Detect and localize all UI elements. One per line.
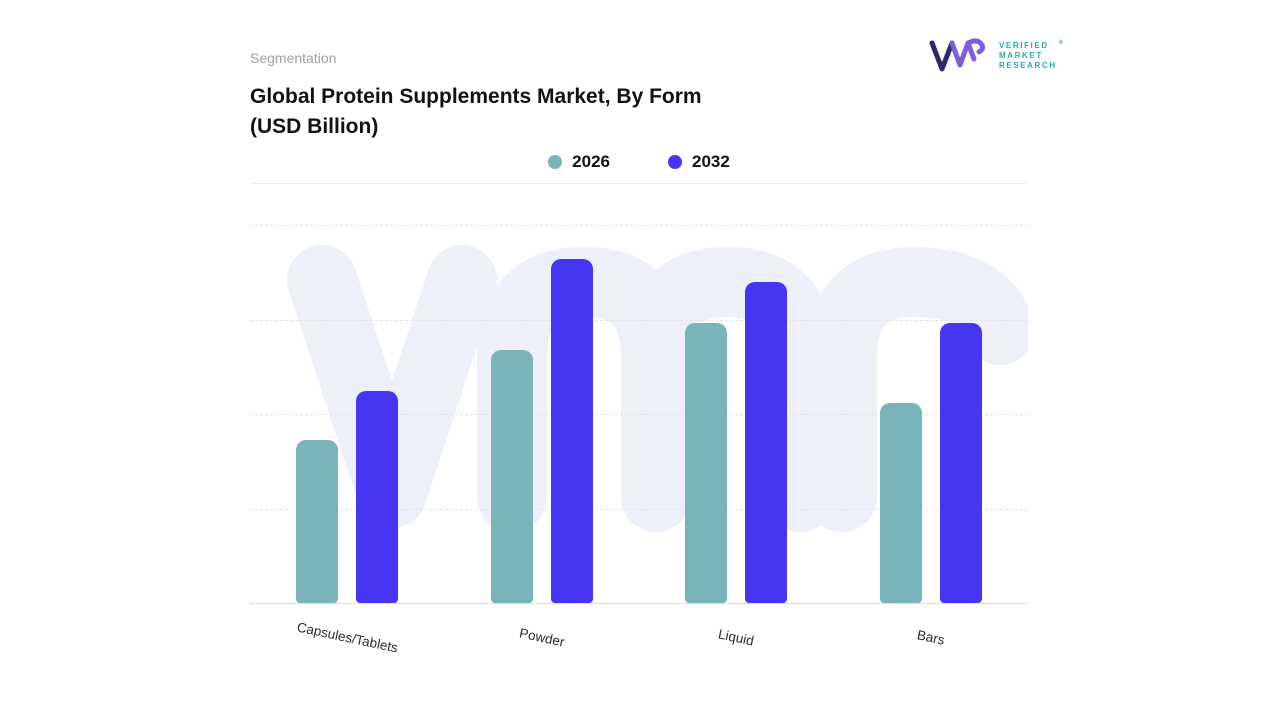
legend-dot-2032 (668, 155, 682, 169)
registered-trademark-symbol: ® (1058, 40, 1065, 46)
monogram-path-primary (929, 40, 955, 72)
bar-group-3 (879, 225, 982, 603)
section-label: Segmentation (250, 50, 337, 66)
bar-2026-bars (879, 402, 922, 603)
bar-2032-bars (939, 323, 982, 603)
gridline (250, 414, 1028, 415)
logo-word-market: MARKET (999, 51, 1043, 60)
bar-group-2 (685, 225, 788, 603)
legend-item-2032: 2032 (668, 152, 730, 172)
legend: 2026 2032 (250, 148, 1028, 176)
gridline (250, 319, 1028, 321)
chart-area (250, 225, 1028, 604)
vmr-monogram-icon (929, 38, 986, 72)
logo-word-verified: VERIFIED (999, 41, 1049, 50)
x-axis-label-cell-0: Capsules/Tablets (250, 616, 445, 655)
x-axis-labels: Capsules/Tablets Powder Liquid Bars (250, 616, 1028, 696)
x-axis-label-3: Bars (915, 627, 946, 648)
chart-title-line1: Global Protein Supplements Market, By Fo… (250, 85, 702, 108)
x-axis-baseline (250, 603, 1028, 604)
gridline (250, 508, 1028, 510)
chart-title: Global Protein Supplements Market, By Fo… (250, 82, 702, 142)
x-axis-label-2: Liquid (717, 626, 756, 649)
legend-label-2032: 2032 (692, 152, 730, 171)
bar-2032-capsules-tablets (356, 391, 399, 603)
bar-2026-powder (490, 349, 533, 603)
bars-layer (250, 225, 1028, 603)
bar-2032-liquid (745, 281, 788, 603)
x-axis-label-cell-3: Bars (834, 616, 1029, 648)
x-axis-label-0: Capsules/Tablets (295, 619, 400, 656)
x-axis-label-1: Powder (517, 625, 566, 650)
logo-wordmark: VERIFIED MARKET RESEARCH ® (999, 40, 1063, 71)
bar-2032-powder (550, 259, 593, 603)
legend-item-2026: 2026 (548, 152, 610, 172)
gridline (250, 225, 1028, 226)
bar-group-1 (490, 225, 593, 603)
vmr-logo: VERIFIED MARKET RESEARCH ® (928, 36, 1063, 76)
bar-2026-liquid (685, 323, 728, 603)
logo-word-research: RESEARCH (999, 61, 1057, 70)
bar-group-0 (296, 225, 399, 603)
chart-title-line2: (USD Billion) (250, 115, 379, 138)
legend-label-2026: 2026 (572, 152, 610, 171)
monogram-path-secondary (949, 38, 986, 68)
x-axis-label-cell-1: Powder (445, 616, 640, 649)
bar-2026-capsules-tablets (296, 440, 339, 603)
legend-dot-2026 (548, 155, 563, 169)
header-divider (250, 183, 1028, 184)
x-axis-label-cell-2: Liquid (639, 616, 834, 649)
